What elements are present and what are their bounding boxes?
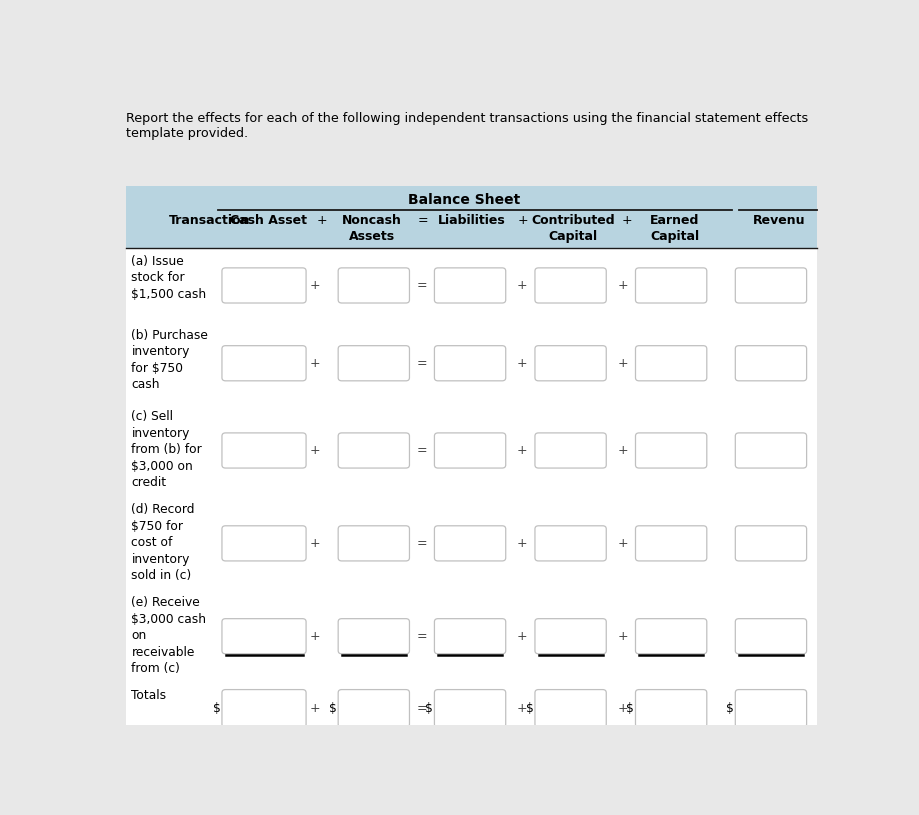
FancyBboxPatch shape (534, 526, 606, 561)
Text: $: $ (626, 702, 633, 715)
FancyBboxPatch shape (338, 268, 409, 303)
FancyBboxPatch shape (534, 619, 606, 654)
FancyBboxPatch shape (221, 268, 306, 303)
Text: +: + (516, 357, 527, 370)
FancyBboxPatch shape (434, 619, 505, 654)
FancyBboxPatch shape (734, 526, 806, 561)
Text: $: $ (526, 702, 533, 715)
Text: Revenu: Revenu (753, 214, 805, 227)
FancyBboxPatch shape (734, 619, 806, 654)
Text: +: + (310, 357, 321, 370)
Text: =: = (415, 279, 426, 292)
FancyBboxPatch shape (635, 346, 706, 381)
FancyBboxPatch shape (434, 433, 505, 468)
Text: Report the effects for each of the following independent transactions using the : Report the effects for each of the follo… (126, 112, 807, 139)
FancyBboxPatch shape (734, 346, 806, 381)
FancyBboxPatch shape (734, 689, 806, 727)
FancyBboxPatch shape (635, 689, 706, 727)
FancyBboxPatch shape (534, 689, 606, 727)
Text: Earned
Capital: Earned Capital (650, 214, 698, 244)
FancyBboxPatch shape (734, 433, 806, 468)
Text: +: + (310, 279, 321, 292)
FancyBboxPatch shape (221, 346, 306, 381)
FancyBboxPatch shape (338, 619, 409, 654)
Text: +: + (617, 444, 628, 457)
Text: =: = (415, 702, 426, 715)
Text: +: + (516, 279, 527, 292)
Text: $: $ (329, 702, 336, 715)
Text: +: + (516, 537, 527, 550)
Text: +: + (621, 214, 631, 227)
Text: +: + (617, 702, 628, 715)
FancyBboxPatch shape (434, 689, 505, 727)
FancyBboxPatch shape (221, 526, 306, 561)
Text: $: $ (212, 702, 221, 715)
Text: =: = (415, 357, 426, 370)
FancyBboxPatch shape (534, 268, 606, 303)
Text: Liabilities: Liabilities (437, 214, 505, 227)
Text: Transaction: Transaction (168, 214, 250, 227)
Text: +: + (516, 702, 527, 715)
Text: (c) Sell
inventory
from (b) for
$3,000 on
credit: (c) Sell inventory from (b) for $3,000 o… (131, 410, 202, 489)
Text: +: + (310, 537, 321, 550)
Text: +: + (310, 702, 321, 715)
Text: =: = (415, 444, 426, 457)
Text: +: + (516, 444, 527, 457)
Text: +: + (516, 630, 527, 643)
Text: (b) Purchase
inventory
for $750
cash: (b) Purchase inventory for $750 cash (131, 328, 208, 391)
FancyBboxPatch shape (534, 346, 606, 381)
Text: =: = (415, 537, 426, 550)
Text: +: + (617, 357, 628, 370)
Text: +: + (617, 630, 628, 643)
Text: +: + (310, 444, 321, 457)
FancyBboxPatch shape (434, 526, 505, 561)
FancyBboxPatch shape (635, 619, 706, 654)
FancyBboxPatch shape (221, 689, 306, 727)
Text: (d) Record
$750 for
cost of
inventory
sold in (c): (d) Record $750 for cost of inventory so… (131, 503, 195, 582)
Text: Balance Sheet: Balance Sheet (408, 193, 520, 207)
FancyBboxPatch shape (635, 433, 706, 468)
Text: =: = (415, 630, 426, 643)
Text: =: = (417, 214, 428, 227)
Text: Cash Asset: Cash Asset (230, 214, 306, 227)
Text: $: $ (425, 702, 433, 715)
Text: +: + (617, 537, 628, 550)
FancyBboxPatch shape (635, 268, 706, 303)
Text: (e) Receive
$3,000 cash
on
receivable
from (c): (e) Receive $3,000 cash on receivable fr… (131, 596, 206, 675)
Text: Totals: Totals (131, 689, 166, 702)
Text: Contributed
Capital: Contributed Capital (530, 214, 614, 244)
FancyBboxPatch shape (338, 689, 409, 727)
Bar (126, 186, 816, 249)
Text: +: + (617, 279, 628, 292)
Text: $: $ (725, 702, 733, 715)
Text: Noncash
Assets: Noncash Assets (341, 214, 402, 244)
FancyBboxPatch shape (434, 346, 505, 381)
FancyBboxPatch shape (534, 433, 606, 468)
FancyBboxPatch shape (434, 268, 505, 303)
FancyBboxPatch shape (734, 268, 806, 303)
FancyBboxPatch shape (221, 619, 306, 654)
FancyBboxPatch shape (338, 346, 409, 381)
FancyBboxPatch shape (338, 433, 409, 468)
FancyBboxPatch shape (221, 433, 306, 468)
Text: (a) Issue
stock for
$1,500 cash: (a) Issue stock for $1,500 cash (131, 254, 206, 301)
Text: +: + (517, 214, 528, 227)
FancyBboxPatch shape (635, 526, 706, 561)
Bar (126, 249, 816, 738)
Text: +: + (316, 214, 327, 227)
Text: +: + (310, 630, 321, 643)
FancyBboxPatch shape (338, 526, 409, 561)
